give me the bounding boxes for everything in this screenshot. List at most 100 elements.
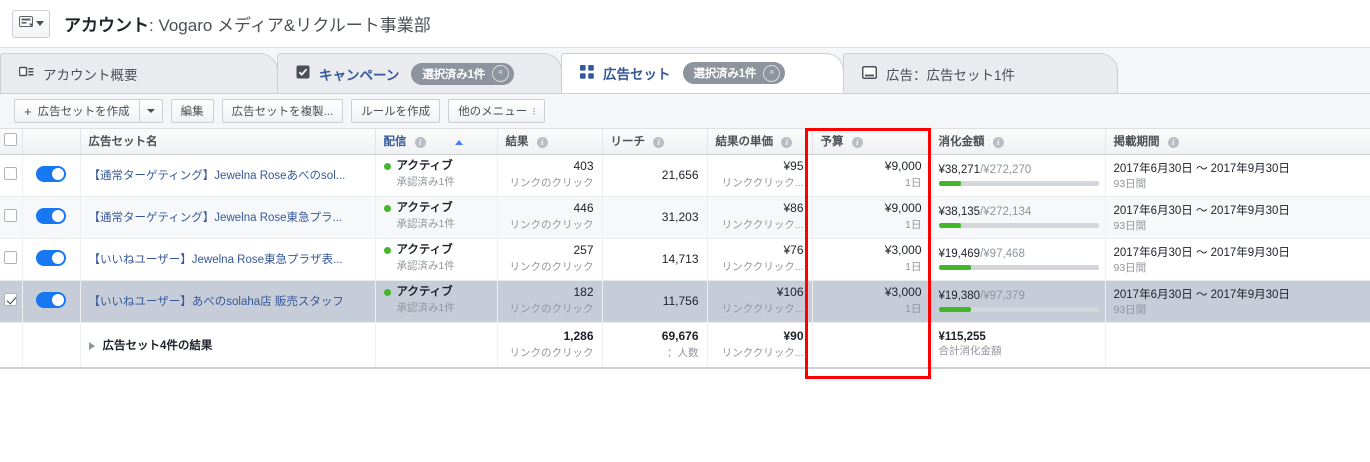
header-budget[interactable]: 予算 i	[812, 129, 931, 155]
row-toggle-cell[interactable]	[22, 196, 81, 239]
spent-value: ¥19,380	[938, 290, 981, 302]
row-checkbox[interactable]	[4, 209, 18, 222]
selection-pill[interactable]: 選択済み1件 ×	[682, 62, 786, 84]
tab-campaigns[interactable]: キャンペーン 選択済み1件 ×	[277, 53, 562, 93]
account-switch-button[interactable]	[12, 9, 50, 38]
page-title-bold: アカウント	[64, 16, 149, 35]
duplicate-adset-button[interactable]: 広告セットを複製...	[221, 99, 344, 123]
adset-name-cell[interactable]: 【通常ターゲティング】Jewelna Rose東急プラ...	[80, 196, 376, 239]
budget-value: ¥9,000	[884, 201, 922, 216]
adset-active-toggle[interactable]	[36, 165, 66, 182]
row-select-cell[interactable]	[0, 154, 23, 197]
adset-name-link[interactable]: 【いいねユーザー】あべのsolaha店 販売スタッフ	[88, 296, 344, 308]
tab-adsets[interactable]: 広告セット 選択済み1件 ×	[561, 53, 844, 93]
row-toggle-cell[interactable]	[22, 238, 81, 281]
header-select-all[interactable]	[0, 129, 23, 155]
schedule-range: 2017年6月30日 〜 2017年9月30日	[1113, 162, 1290, 175]
select-all-checkbox[interactable]	[4, 133, 18, 147]
cost-per-result-cell: ¥95 リンククリック...	[707, 154, 813, 197]
amount-spent-cell: ¥19,380/¥97,379	[930, 280, 1106, 323]
tab-ads[interactable]: 広告：広告セット1件	[843, 53, 1118, 93]
row-select-cell[interactable]	[0, 196, 23, 239]
info-icon[interactable]: i	[653, 136, 665, 148]
table-row[interactable]: 【いいねユーザー】Jewelna Rose東急プラザ表... アクティブ 承認済み…	[0, 238, 1370, 281]
amount-spent-cell: ¥38,271/¥272,270	[930, 154, 1106, 197]
results-sub: リンクのクリック	[509, 177, 594, 189]
row-checkbox[interactable]	[4, 251, 18, 264]
info-icon[interactable]: i	[536, 136, 548, 148]
ad-icon	[861, 65, 878, 82]
info-icon[interactable]: i	[414, 136, 426, 148]
row-toggle-cell[interactable]	[22, 154, 81, 197]
adset-name-link[interactable]: 【通常ターゲティング】Jewelna Roseあべのsol...	[88, 170, 346, 182]
header-amount-spent[interactable]: 消化金額 i	[930, 129, 1106, 155]
more-menu-button[interactable]: 他のメニュー ⁝	[448, 99, 545, 123]
info-icon[interactable]: i	[1167, 136, 1179, 148]
row-select-cell[interactable]	[0, 280, 23, 323]
budget-cell[interactable]: ¥9,000 1日	[812, 154, 931, 197]
budget-value: ¥9,000	[884, 159, 922, 174]
adset-active-toggle[interactable]	[36, 207, 66, 224]
page-title-rest: : Vogaro メディア&リクルート事業部	[149, 16, 431, 35]
header-label: 掲載期間	[1113, 136, 1160, 149]
table-header-row: 広告セット名 配信 i 結果 i リーチ i 結果の単価 i 予算 i	[0, 129, 1370, 155]
cpr-sub: リンククリック...	[721, 303, 804, 315]
adset-name-link[interactable]: 【いいねユーザー】Jewelna Rose東急プラザ表...	[88, 254, 343, 266]
table-row[interactable]: 【いいねユーザー】あべのsolaha店 販売スタッフ アクティブ 承認済み1件 1…	[0, 280, 1370, 323]
budget-sub: 1日	[905, 177, 922, 189]
adset-name-cell[interactable]: 【いいねユーザー】Jewelna Rose東急プラザ表...	[80, 238, 376, 281]
header-adset-name[interactable]: 広告セット名	[80, 129, 376, 155]
account-bar: アカウント: Vogaro メディア&リクルート事業部	[0, 0, 1370, 48]
schedule-cell: 2017年6月30日 〜 2017年9月30日 93日間	[1105, 154, 1370, 197]
row-toggle-cell[interactable]	[22, 280, 81, 323]
delivery-status: アクティブ	[396, 202, 453, 215]
results-value: 446	[573, 201, 594, 216]
adset-active-toggle[interactable]	[36, 291, 66, 308]
total-spent-sub: 合計消化金額	[938, 345, 1002, 358]
row-checkbox[interactable]	[4, 293, 18, 306]
cpr-value: ¥86	[783, 201, 804, 216]
adset-name-cell[interactable]: 【いいねユーザー】あべのsolaha店 販売スタッフ	[80, 280, 376, 323]
header-delivery[interactable]: 配信 i	[375, 129, 498, 155]
table-row[interactable]: 【通常ターゲティング】Jewelna Roseあべのsol... アクティブ 承認…	[0, 154, 1370, 197]
spend-progress-bar	[938, 223, 1099, 228]
adset-name-link[interactable]: 【通常ターゲティング】Jewelna Rose東急プラ...	[88, 212, 343, 224]
header-schedule[interactable]: 掲載期間 i	[1105, 129, 1370, 155]
total-reach-sub: ：人数	[667, 346, 699, 359]
total-cpr-sub: リンククリック...	[721, 346, 804, 359]
budget-cell[interactable]: ¥3,000 1日	[812, 280, 931, 323]
header-cost-per-result[interactable]: 結果の単価 i	[707, 129, 813, 155]
reach-value: 31,203	[661, 210, 699, 224]
cpr-value: ¥76	[783, 243, 804, 258]
adset-name-cell[interactable]: 【通常ターゲティング】Jewelna Roseあべのsol...	[80, 154, 376, 197]
status-dot-icon	[383, 205, 391, 213]
create-adset-button[interactable]: + 広告セットを作成	[14, 99, 140, 123]
close-icon[interactable]: ×	[763, 64, 781, 82]
total-spent-value: ¥115,255	[938, 331, 986, 344]
row-select-cell[interactable]	[0, 238, 23, 281]
info-icon[interactable]: i	[992, 136, 1004, 148]
budget-cell[interactable]: ¥9,000 1日	[812, 196, 931, 239]
create-adset-dropdown-button[interactable]	[138, 99, 163, 123]
close-icon[interactable]: ×	[492, 65, 510, 82]
info-icon[interactable]: i	[781, 136, 793, 148]
adset-active-toggle[interactable]	[36, 249, 66, 266]
delivery-sub: 承認済み1件	[396, 218, 455, 230]
selection-pill[interactable]: 選択済み1件 ×	[411, 62, 515, 85]
header-results[interactable]: 結果 i	[497, 129, 603, 155]
spent-total: /¥97,468	[980, 248, 1025, 260]
budget-cell[interactable]: ¥3,000 1日	[812, 238, 931, 281]
reach-cell: 11,756	[602, 280, 708, 323]
create-rule-button[interactable]: ルールを作成	[351, 99, 441, 123]
tab-label: 広告：広告セット1件	[886, 67, 1016, 83]
edit-button[interactable]: 編集	[170, 99, 214, 123]
table-row[interactable]: 【通常ターゲティング】Jewelna Rose東急プラ... アクティブ承認済み…	[0, 196, 1370, 239]
status-dot-icon	[383, 247, 391, 255]
triangle-right-icon[interactable]	[88, 341, 95, 350]
reach-cell: 14,713	[602, 238, 708, 281]
page-bottom-area	[0, 369, 1370, 447]
row-checkbox[interactable]	[4, 167, 18, 180]
header-reach[interactable]: リーチ i	[602, 129, 708, 155]
info-icon[interactable]: i	[851, 136, 863, 148]
tab-account-overview[interactable]: アカウント概要	[0, 53, 278, 93]
